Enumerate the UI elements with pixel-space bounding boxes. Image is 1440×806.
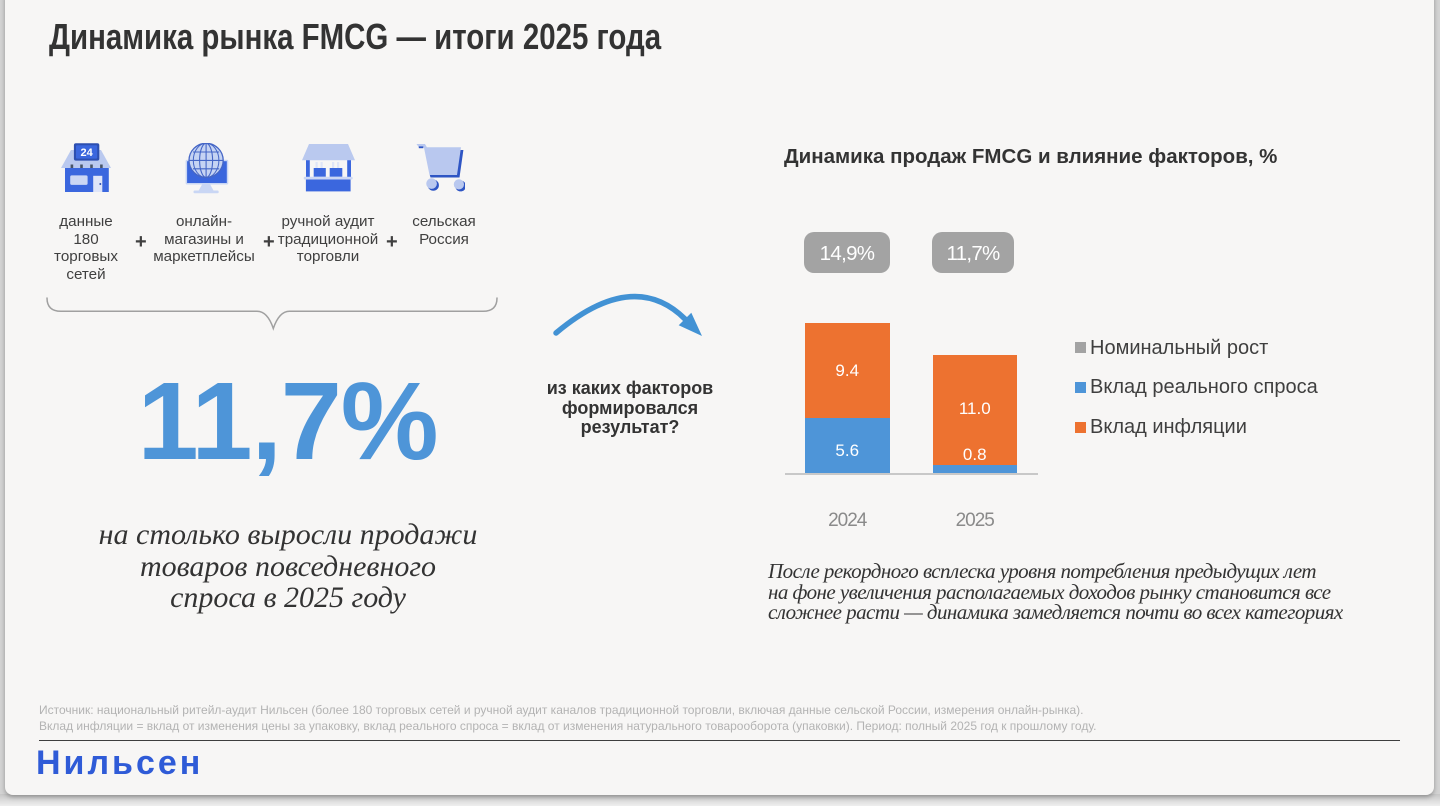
svg-text:24: 24	[80, 147, 93, 159]
